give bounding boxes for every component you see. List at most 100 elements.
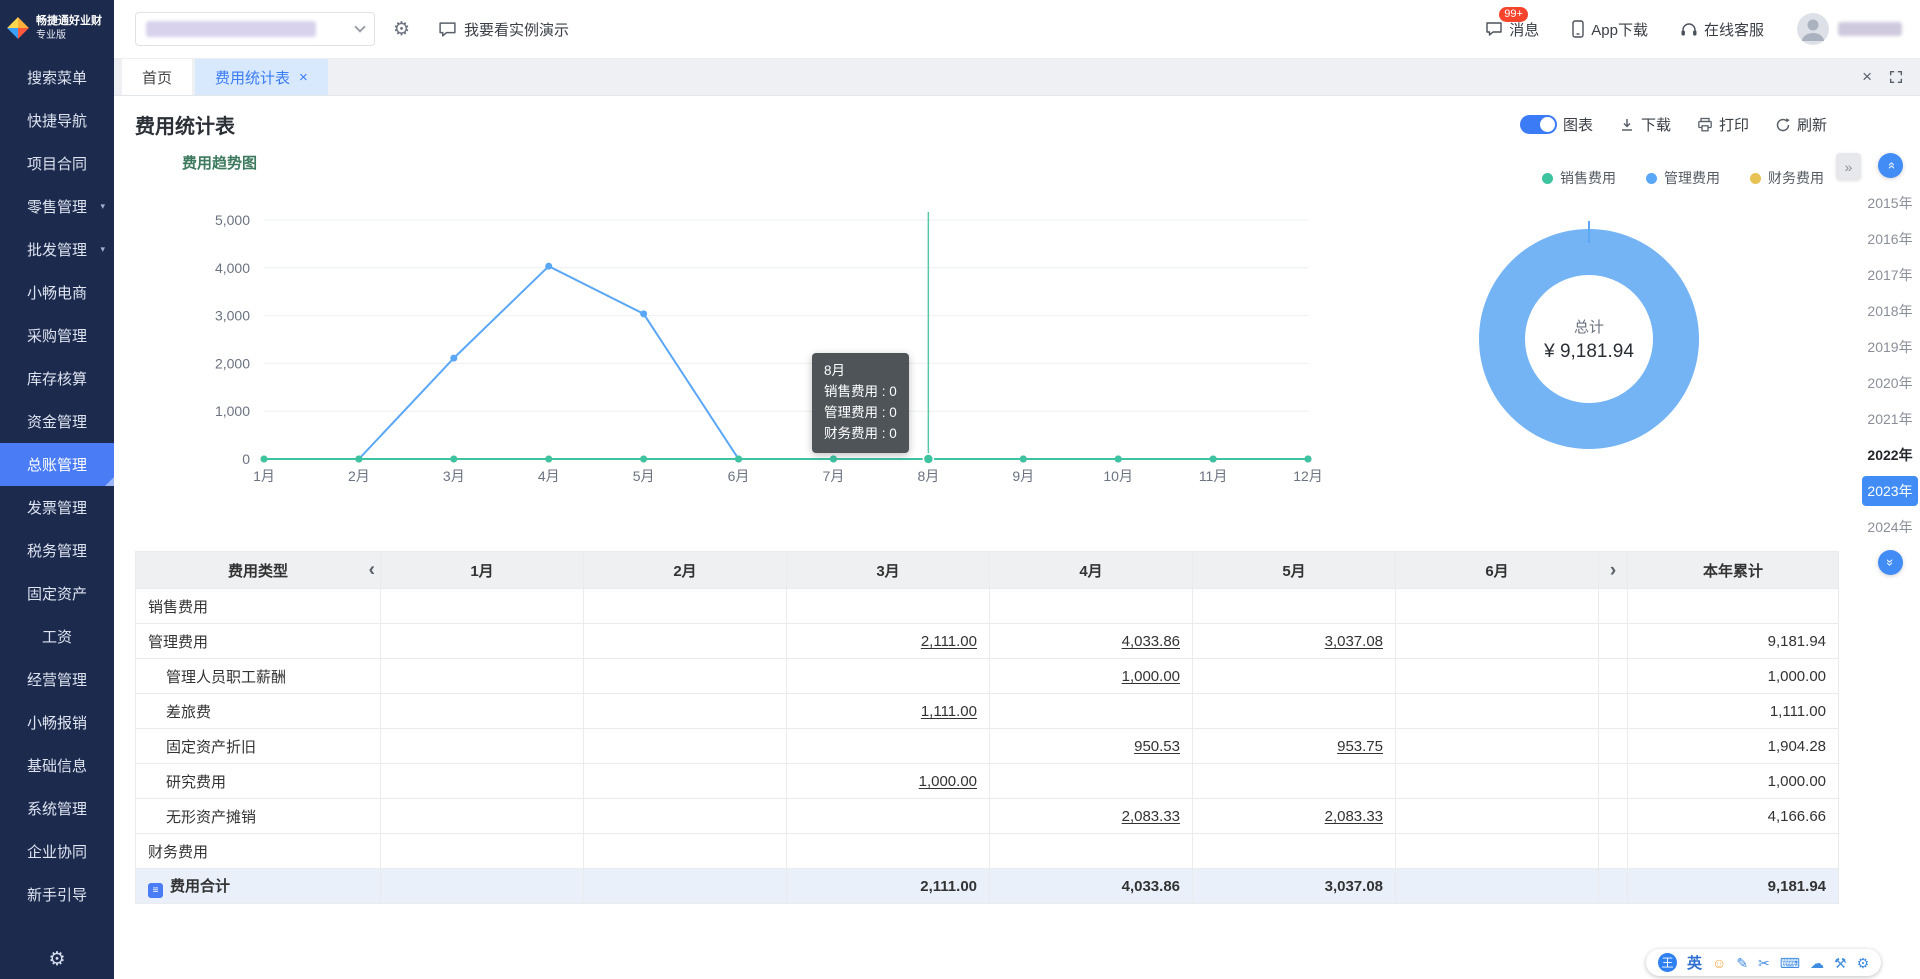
amount-link[interactable]: 1,111.00 [920,702,977,720]
amount-link[interactable]: 3,037.08 [1324,632,1383,650]
year-item[interactable]: 2017年 [1867,267,1913,283]
svg-text:10月: 10月 [1103,468,1133,484]
trend-line-chart[interactable]: 0 1,000 2,000 3,000 4,000 5,000 1月 2月 3月 4月 5月 6月 7月… [114,191,1364,491]
toggle-switch[interactable] [1519,115,1557,134]
amount-link[interactable]: 2,083.33 [1121,807,1180,825]
messages-button[interactable]: 99+ 消息 [1485,6,1539,40]
amount-link[interactable]: 1,000.00 [918,772,977,790]
ime-language-toggle[interactable]: 英 [1687,955,1703,972]
sidebar-item-4[interactable]: 批发管理 ▾ [26,242,105,259]
svg-text:3月: 3月 [443,468,465,484]
sidebar-item-7[interactable]: 库存核算 [26,371,87,388]
footer-amount-cell: 2,111.00 [786,868,990,904]
sidebar-item-8[interactable]: 资金管理 [26,414,87,431]
year-item[interactable]: 2023年 [1862,476,1918,506]
sidebar-item-1[interactable]: 快捷导航 [26,113,87,130]
expense-table: 费用类型 ‹ 1月 2月 3月 4月 5月 6月 › 本年累计 销售费用 管理费用 2,111.00 4,… [135,551,1839,904]
scroll-left-icon[interactable]: ‹ [368,559,375,581]
sidebar-item-19[interactable]: 新手引导 [26,887,87,904]
trend-chart-title: 费用趋势图 [182,155,258,172]
tab-home[interactable]: 首页 [122,59,193,95]
expense-type-cell: 差旅费 [135,693,381,729]
user-menu[interactable] [1796,12,1902,46]
sidebar-item-16[interactable]: 基础信息 [26,758,87,775]
main-area: ⚙ 我要看实例演示 99+ 消息 [114,0,1920,979]
refresh-icon [1776,117,1790,131]
refresh-button[interactable]: 刷新 [1775,114,1827,135]
amount-cell [583,833,787,869]
scroll-years-down-button[interactable]: » [1878,550,1903,575]
scroll-right-icon[interactable]: › [1609,559,1617,581]
year-item[interactable]: 2018年 [1867,303,1913,319]
company-selector[interactable] [135,12,375,46]
keyboard-icon[interactable]: ⌨ [1779,954,1800,971]
sidebar-settings-gear-icon[interactable]: ⚙ [48,949,66,970]
sidebar-item-15[interactable]: 小畅报销 [26,715,87,732]
scissors-icon[interactable]: ✂ [1758,954,1770,971]
sidebar-item-2[interactable]: 项目合同 [26,156,87,173]
sidebar-item-10[interactable]: 发票管理 [26,500,87,517]
year-item[interactable]: 2019年 [1867,339,1913,355]
sidebar-item-11[interactable]: 税务管理 [26,543,87,560]
download-icon [1621,118,1632,131]
amount-link[interactable]: 953.75 [1337,737,1383,755]
tab-expense-report[interactable]: 费用统计表 × [195,59,328,95]
donut-chart[interactable]: 总计 ¥ 9,181.94 [1469,219,1709,459]
year-item[interactable]: 2024年 [1867,519,1913,535]
chart-toggle[interactable]: 图表 [1519,114,1593,135]
amount-link[interactable]: 1,000.00 [1121,667,1180,685]
toolbox-icon[interactable]: ⚒ [1834,954,1847,971]
demo-button[interactable]: 我要看实例演示 [438,19,569,40]
svg-text:4月: 4月 [538,468,560,484]
year-item[interactable]: 2016年 [1867,231,1913,247]
support-button[interactable]: 在线客服 [1680,19,1764,40]
print-button[interactable]: 打印 [1697,114,1749,135]
app-download-button[interactable]: App下载 [1571,19,1648,40]
cloud-icon[interactable]: ☁ [1810,954,1824,971]
page-title: 费用统计表 [135,116,235,138]
legend-item[interactable]: 管理费用 [1646,168,1720,188]
amount-link[interactable]: 2,111.00 [920,632,977,650]
amount-link[interactable]: 2,083.33 [1324,807,1383,825]
table-row: 管理费用 2,111.00 4,033.86 3,037.08 9,181.94 [135,623,1839,659]
year-total-cell [1627,833,1839,869]
sidebar-item-13[interactable]: 工资 [41,629,72,646]
app-title: 畅捷通好业财 [36,14,102,27]
sidebar-item-17[interactable]: 系统管理 [26,801,87,818]
sidebar-item-12[interactable]: 固定资产 [26,586,87,603]
spacer-cell [1598,868,1628,904]
year-item[interactable]: 2015年 [1867,195,1913,211]
sidebar-item-14[interactable]: 经营管理 [26,672,87,689]
year-item[interactable]: 2021年 [1867,411,1913,427]
settings-gear-icon[interactable]: ⚙ [393,18,411,40]
ime-logo[interactable]: 王 [1658,953,1677,972]
year-item[interactable]: 2022年 [1867,447,1913,463]
legend-item[interactable]: 财务费用 [1750,168,1824,188]
sidebar-item-5[interactable]: 小畅电商 [26,285,87,302]
close-tab-icon[interactable]: × [299,68,308,86]
gear-icon[interactable]: ⚙ [1856,954,1870,971]
amount-link[interactable]: 4,033.86 [1121,632,1180,650]
close-icon[interactable]: × [1862,67,1872,86]
redacted-company-name [146,21,316,37]
amount-cell: 4,033.86 [989,623,1193,659]
year-item[interactable]: 2020年 [1867,375,1913,391]
legend-item[interactable]: 销售费用 [1542,168,1616,188]
scroll-years-up-button[interactable]: » [1878,153,1903,178]
download-button[interactable]: 下载 [1619,114,1671,135]
footer-amount-cell: 4,033.86 [989,868,1193,904]
sidebar-item-18[interactable]: 企业协同 [26,844,87,861]
expense-type-cell: 研究费用 [135,763,381,799]
emoji-icon[interactable]: ☺ [1712,954,1727,971]
app-logo-icon [7,17,29,39]
demo-label: 我要看实例演示 [464,21,570,39]
fullscreen-icon[interactable] [1888,69,1904,90]
sidebar-item-0[interactable]: 搜索菜单 [26,70,87,87]
chevron-down-icon [354,21,366,33]
pen-icon[interactable]: ✎ [1736,954,1749,971]
sidebar-item-6[interactable]: 采购管理 [26,328,87,345]
sidebar-item-9[interactable]: 总账管理 [0,443,114,486]
collapse-panel-icon[interactable]: » [1836,153,1861,180]
sidebar-item-3[interactable]: 零售管理 ▾ [26,199,105,216]
amount-link[interactable]: 950.53 [1134,737,1180,755]
